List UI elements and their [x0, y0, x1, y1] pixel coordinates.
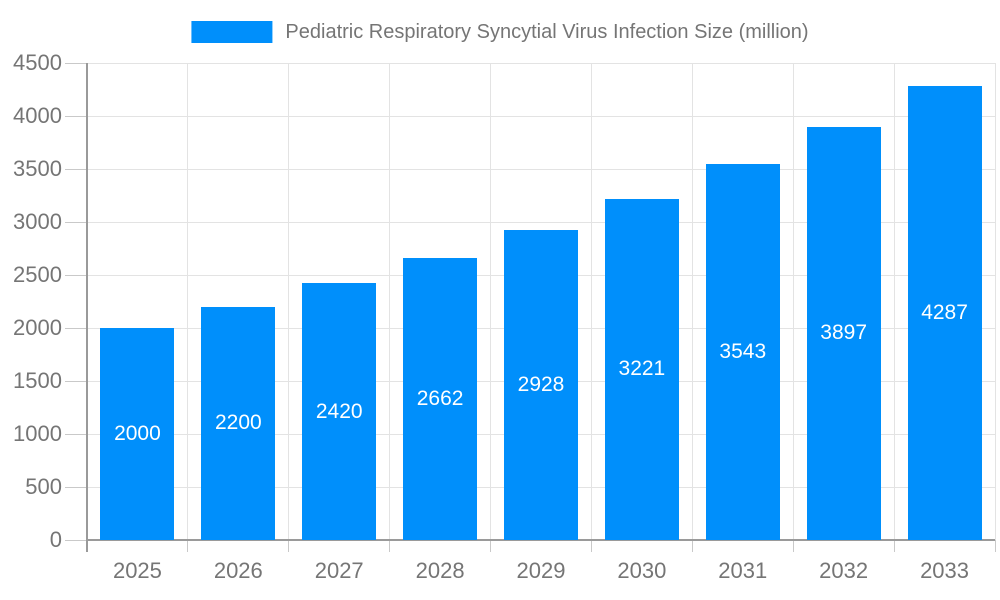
x-axis-tick — [893, 540, 895, 552]
bar[interactable] — [100, 328, 175, 540]
x-gridline — [187, 63, 189, 540]
x-axis-label: 2029 — [516, 558, 566, 583]
bar[interactable] — [504, 229, 578, 540]
y-axis-tick — [65, 327, 87, 329]
x-axis-label: 2032 — [819, 558, 869, 583]
bar-value-label: 2200 — [214, 411, 262, 435]
legend-swatch — [191, 21, 273, 43]
y-axis-label: 0 — [49, 527, 62, 552]
x-gridline — [590, 63, 592, 540]
x-axis-tick — [994, 540, 996, 552]
x-axis-tick — [389, 540, 391, 552]
x-gridline — [389, 63, 391, 540]
x-axis-tick — [792, 540, 794, 552]
legend[interactable]: Pediatric Respiratory Syncytial Virus In… — [191, 20, 809, 44]
y-axis-label: 500 — [25, 474, 62, 499]
x-gridline — [691, 63, 693, 540]
y-gridline — [87, 115, 995, 117]
bar[interactable] — [705, 164, 780, 540]
x-gridline — [792, 63, 794, 540]
bar-value-label: 2000 — [114, 422, 161, 445]
x-gridline — [893, 63, 895, 540]
y-axis-label: 4000 — [13, 103, 62, 128]
y-axis-tick — [65, 168, 87, 170]
y-axis-line — [86, 63, 88, 552]
bar-value-label: 2420 — [315, 399, 363, 423]
x-axis-label: 2025 — [112, 558, 162, 583]
y-axis-tick — [65, 539, 87, 541]
x-axis-label: 2028 — [415, 558, 465, 583]
y-axis-label: 1000 — [13, 421, 62, 446]
x-axis-tick — [691, 540, 693, 552]
y-axis-tick — [65, 380, 87, 382]
bar-value-label: 3221 — [618, 357, 666, 381]
x-gridline — [490, 63, 492, 540]
x-axis-tick — [490, 540, 492, 552]
bar-value-label: 3897 — [820, 321, 868, 345]
bar[interactable] — [604, 198, 679, 540]
bar-value-label: 2662 — [416, 386, 464, 410]
x-axis-tick — [187, 540, 189, 552]
legend-title: Pediatric Respiratory Syncytial Virus In… — [285, 21, 809, 43]
x-axis-tick — [288, 540, 290, 552]
bar[interactable] — [201, 306, 276, 540]
y-axis-tick — [65, 486, 87, 488]
bar[interactable] — [403, 257, 478, 540]
y-axis-tick — [65, 433, 87, 435]
y-axis-label: 2000 — [13, 315, 62, 340]
y-axis-tick — [65, 221, 87, 223]
x-axis-label: 2033 — [920, 558, 970, 583]
x-gridline — [288, 63, 290, 540]
y-gridline — [87, 221, 995, 223]
x-axis-label: 2026 — [213, 558, 263, 583]
y-axis-label: 1500 — [13, 368, 62, 393]
y-axis-tick — [65, 274, 87, 276]
x-axis-label: 2030 — [617, 558, 667, 583]
y-gridline — [87, 62, 995, 64]
x-axis-label: 2027 — [314, 558, 364, 583]
x-axis-label: 2031 — [718, 558, 768, 583]
bar[interactable] — [806, 126, 881, 540]
y-axis-label: 3000 — [13, 209, 62, 234]
y-axis-label: 3500 — [13, 156, 62, 181]
bar[interactable] — [302, 283, 377, 540]
x-axis-tick — [590, 540, 592, 552]
x-gridline — [994, 63, 996, 540]
bar-value-label: 2928 — [517, 372, 565, 396]
y-axis-tick — [65, 115, 87, 117]
bar-value-label: 4287 — [921, 300, 968, 324]
x-axis-line — [87, 539, 995, 541]
y-axis-label: 4500 — [13, 50, 62, 75]
bar-value-label: 3543 — [719, 340, 767, 364]
y-gridline — [87, 168, 995, 170]
y-axis-tick — [65, 62, 87, 64]
y-axis-label: 2500 — [13, 262, 62, 287]
bar[interactable] — [907, 85, 982, 540]
